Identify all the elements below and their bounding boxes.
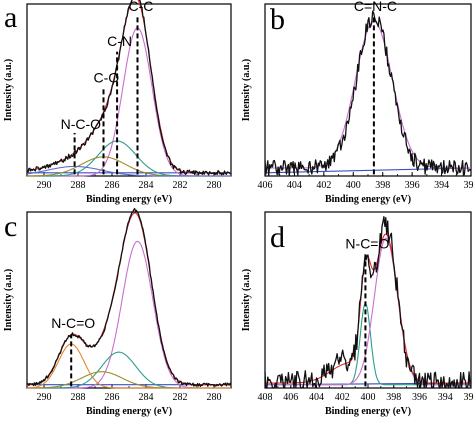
y-axis-label: Intensity (a.u.) bbox=[3, 59, 14, 122]
x-tick-label: 392 bbox=[464, 392, 474, 403]
x-tick-label: 280 bbox=[207, 180, 222, 191]
series-raw-raw bbox=[26, 207, 232, 387]
peak-label: C=N-C bbox=[354, 0, 397, 14]
x-tick-label: 392 bbox=[464, 180, 474, 191]
peak-label: C-C bbox=[129, 0, 154, 14]
series-component-pink bbox=[265, 20, 471, 169]
x-axis-label: Binding energy (eV) bbox=[86, 406, 172, 417]
y-axis-label: Intensity (a.u.) bbox=[3, 269, 14, 332]
x-tick-label: 402 bbox=[316, 180, 331, 191]
y-axis-label: Intensity (a.u.) bbox=[241, 269, 252, 332]
x-axis-label: Binding energy (eV) bbox=[325, 194, 411, 205]
x-tick-label: 282 bbox=[173, 392, 188, 403]
x-tick-label: 406 bbox=[283, 392, 298, 403]
x-tick-label: 404 bbox=[287, 180, 302, 191]
peak-label: C-N bbox=[107, 33, 132, 49]
peak-label: C-O bbox=[94, 69, 120, 85]
x-tick-label: 404 bbox=[309, 392, 324, 403]
x-tick-label: 290 bbox=[37, 180, 52, 191]
plot-frame bbox=[26, 211, 232, 389]
series-component-pink bbox=[265, 237, 471, 386]
panel-c: 290 288 286 284 282 280 Binding energy (eV) Int… bbox=[3, 207, 232, 417]
x-tick-label: 396 bbox=[412, 392, 427, 403]
x-axis-label: Binding energy (eV) bbox=[325, 406, 411, 417]
series-component-pink bbox=[27, 27, 231, 177]
x-tick-label: 288 bbox=[71, 180, 86, 191]
y-axis-label: Intensity (a.u.) bbox=[241, 59, 252, 122]
x-tick-label: 400 bbox=[361, 392, 376, 403]
x-tick-label: 284 bbox=[139, 180, 154, 191]
x-tick-label: 398 bbox=[386, 392, 401, 403]
series-raw-raw bbox=[264, 216, 472, 389]
panel-d: 408 406 404 402 400 398 396 394 392 Binding energ… bbox=[241, 211, 474, 417]
x-tick-label: 402 bbox=[335, 392, 350, 403]
x-tick-label: 286 bbox=[105, 392, 120, 403]
x-tick-label: 394 bbox=[438, 392, 453, 403]
x-tick-label: 286 bbox=[105, 180, 120, 191]
x-tick-label: 280 bbox=[207, 392, 222, 403]
panel-letter: c bbox=[4, 210, 17, 243]
series-raw-raw bbox=[264, 10, 472, 177]
x-tick-label: 284 bbox=[139, 392, 154, 403]
peak-label: N-C=O bbox=[51, 315, 95, 331]
panel-letter: d bbox=[270, 221, 285, 254]
x-tick-label: 282 bbox=[173, 180, 188, 191]
panel-a: 290 288 286 284 282 280 Binding energy (eV) Int… bbox=[3, 0, 232, 205]
peak-label: N-C=O bbox=[345, 235, 389, 251]
panel-letter: b bbox=[270, 3, 285, 36]
series-raw-raw bbox=[26, 0, 232, 176]
panel-b: 406 404 402 400 398 396 394 392 Binding energy (… bbox=[241, 0, 474, 205]
peak-label: N-C-O bbox=[61, 116, 102, 132]
series-component-blue_comp bbox=[26, 165, 231, 177]
series-component-orange bbox=[27, 343, 231, 389]
x-tick-label: 408 bbox=[258, 392, 273, 403]
x-tick-label: 288 bbox=[71, 392, 86, 403]
x-tick-label: 400 bbox=[346, 180, 361, 191]
x-tick-label: 394 bbox=[434, 180, 449, 191]
panel-letter: a bbox=[4, 1, 17, 34]
x-tick-label: 396 bbox=[405, 180, 420, 191]
plot-frame bbox=[26, 3, 232, 177]
x-axis-label: Binding energy (eV) bbox=[86, 194, 172, 205]
series-component-green bbox=[27, 140, 231, 177]
x-tick-label: 290 bbox=[37, 392, 52, 403]
x-tick-label: 406 bbox=[258, 180, 273, 191]
x-tick-label: 398 bbox=[375, 180, 390, 191]
